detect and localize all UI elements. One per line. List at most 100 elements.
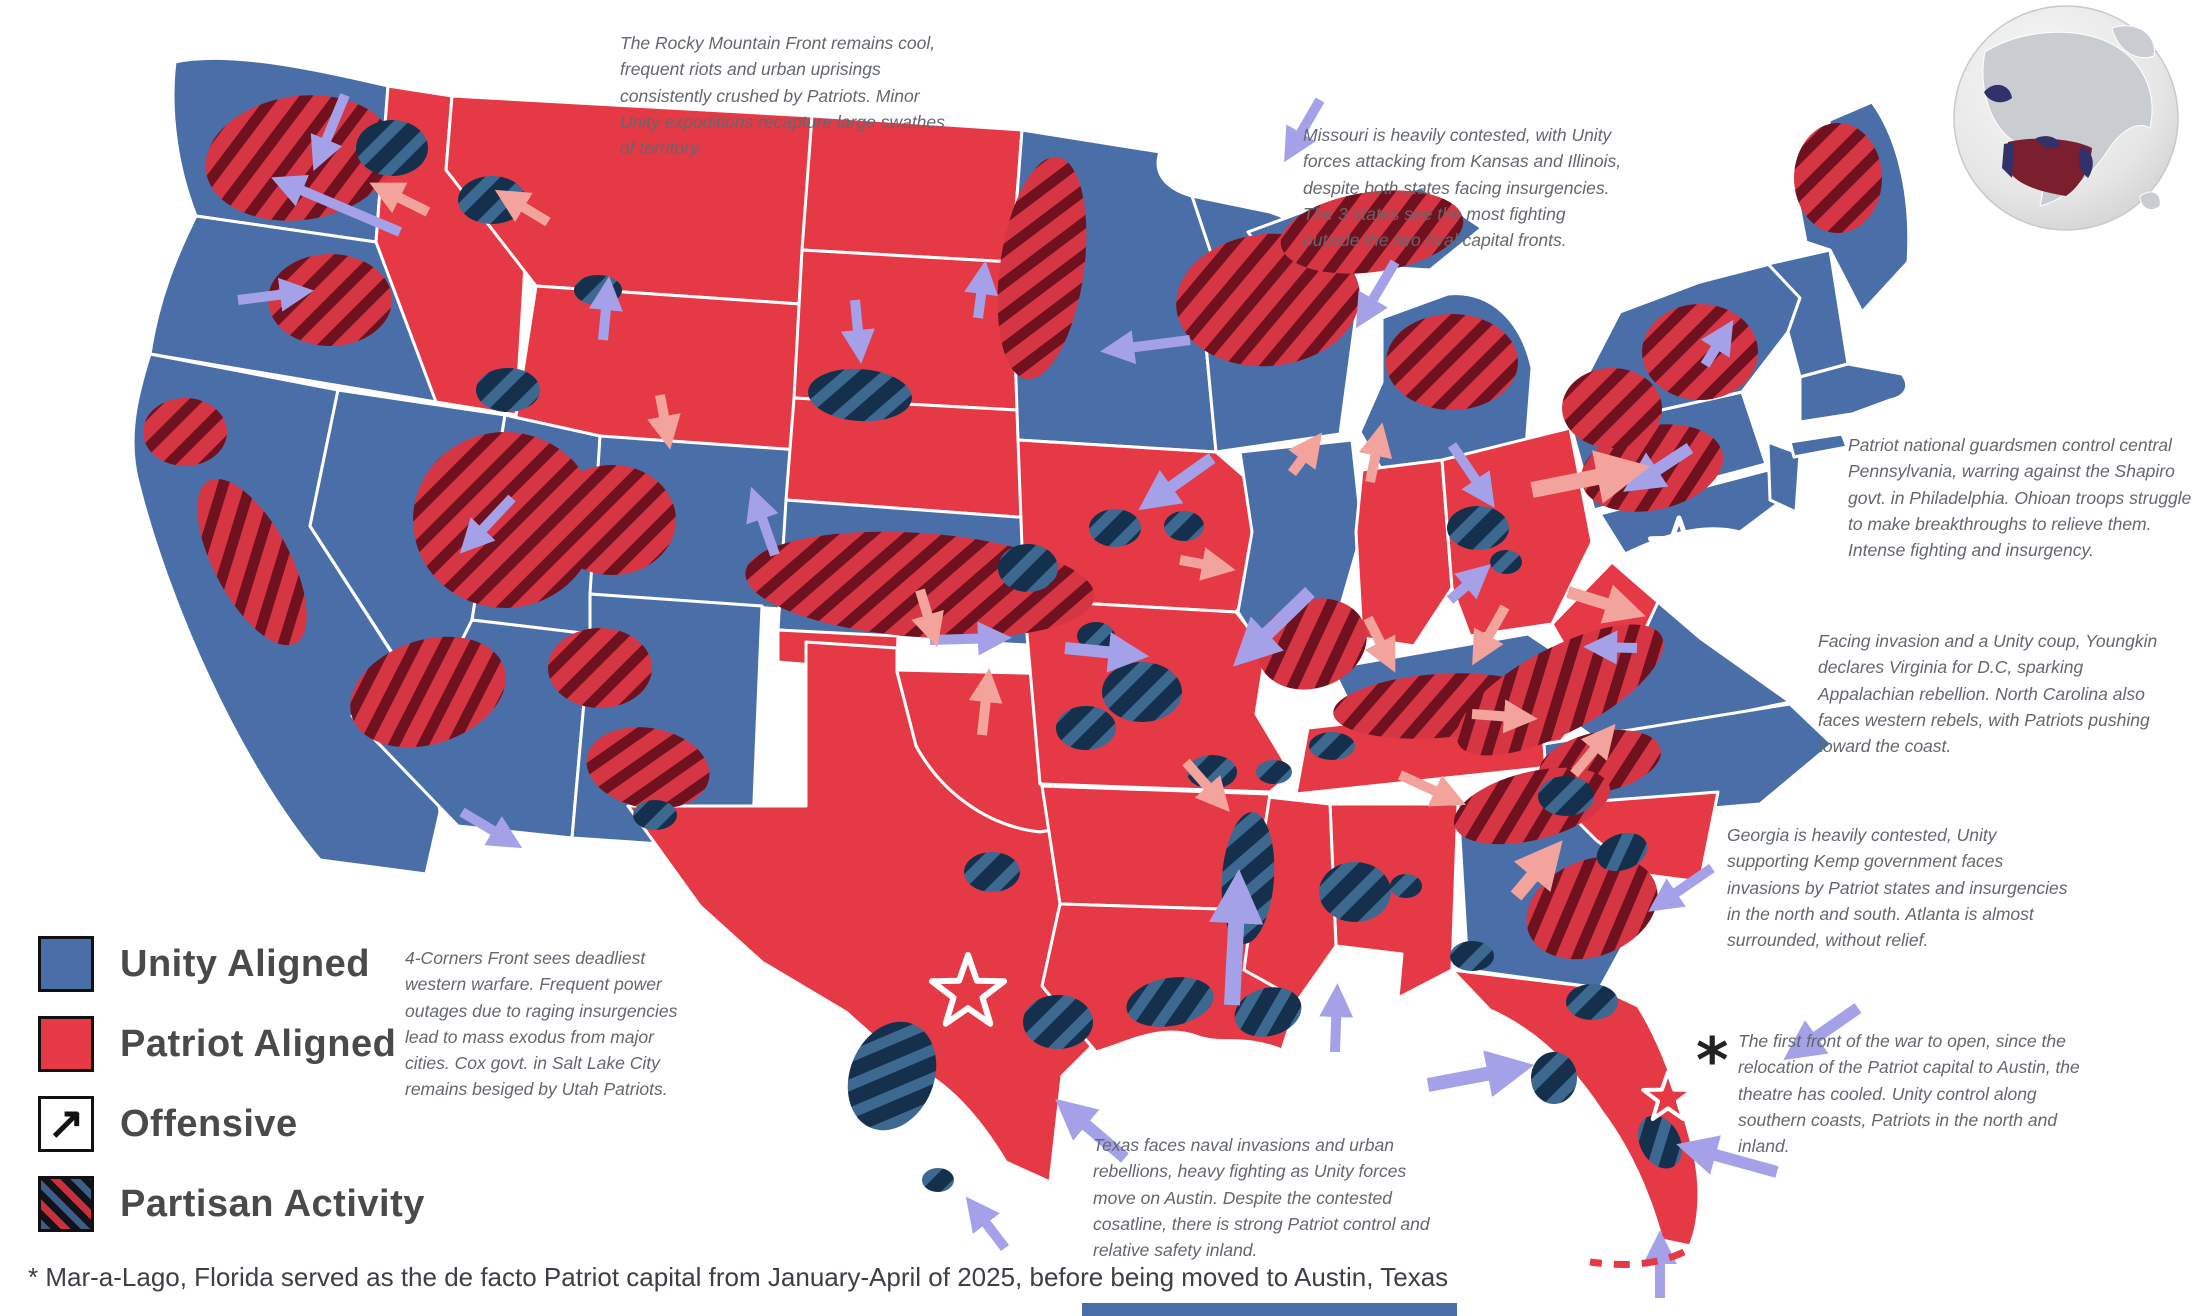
patriot-offensive-arrow [647, 394, 681, 450]
unity-partisan-zone [922, 1168, 954, 1192]
patriot-partisan-zone [268, 254, 392, 346]
unity-partisan-zone [998, 544, 1058, 592]
unity-offensive-arrow [965, 1196, 1009, 1252]
globe-midwest-unity [2036, 136, 2060, 148]
patriot-offensive-arrow [1530, 450, 1651, 504]
unity-offensive-arrow [459, 807, 523, 849]
offensive-arrows-layer [237, 93, 1862, 1298]
globe-east-unity [2078, 146, 2093, 178]
unity-partisan-zone [1256, 760, 1292, 784]
unity-offensive-arrow [588, 276, 623, 341]
unity-partisan-zone [1531, 1052, 1577, 1104]
capitals-layer: * [928, 515, 1728, 1121]
legend-swatch-offensive-arrow-icon: ↗ [38, 1096, 94, 1152]
legend-item-unity: Unity Aligned [38, 936, 425, 992]
patriot-partisan-zone [350, 636, 506, 748]
patriot-offensive-arrow [1472, 604, 1510, 666]
patriot-offensive-arrow [1510, 840, 1563, 901]
austin-capital-star [928, 952, 1008, 1027]
state-li [1788, 432, 1849, 459]
unity-offensive-arrow [1446, 564, 1491, 604]
patriot-offensive-arrow [369, 182, 431, 217]
unity-offensive-arrow [310, 93, 350, 171]
legend-swatch-unity [38, 936, 94, 992]
patriot-offensive-arrow [1179, 547, 1236, 581]
florida-keys [1589, 1248, 1686, 1268]
unity-offensive-arrow [1648, 863, 1715, 912]
patriot-offensive-arrow [1182, 758, 1230, 812]
unity-offensive-arrow [1055, 1098, 1129, 1163]
patriot-offensive-arrow [1358, 422, 1393, 484]
annotation-georgia: Georgia is heavily contested, Unity supp… [1727, 825, 2068, 950]
annotation-four-corners: 4-Corners Front sees deadliest western w… [405, 948, 678, 1100]
footnote: * Mar-a-Lago, Florida served as the de f… [28, 1262, 1449, 1292]
patriot-offensive-arrow [494, 189, 551, 227]
mar-a-lago-star [1641, 1070, 1695, 1121]
unity-offensive-arrow [1233, 586, 1315, 667]
legend-label-patriot: Patriot Aligned [120, 1022, 397, 1065]
unity-partisan-zone [1023, 995, 1093, 1049]
unity-partisan-zone [1234, 987, 1302, 1037]
state-ma [1798, 362, 1909, 424]
patriot-offensive-arrow [1566, 584, 1646, 624]
globe-alaska-unity [1984, 84, 2012, 103]
patriot-partisan-zone [413, 432, 597, 608]
patriot-partisan-zone [1794, 123, 1882, 233]
unity-offensive-arrow [1100, 330, 1191, 365]
globe-west-coast-unity [2002, 142, 2014, 178]
unity-offensive-arrow [1447, 442, 1495, 508]
unity-partisan-zone [1089, 509, 1141, 547]
legend-item-partisan: Partisan Activity [38, 1176, 425, 1232]
patriot-partisan-zone [1642, 304, 1758, 400]
legend-label-offensive: Offensive [120, 1102, 298, 1145]
patriot-offensive-arrow [1570, 723, 1616, 778]
patriot-offensive-arrow [1397, 770, 1466, 807]
mar-a-lago-asterisk: * [1696, 1024, 1728, 1097]
annotation-missouri: Missouri is heavily contested, with Unit… [1303, 125, 1622, 250]
patriot-partisan-zone [1280, 190, 1464, 274]
bottom-edge-artifact [1082, 1303, 1457, 1316]
globe-us-patriot-region [2008, 138, 2092, 196]
unity-offensive-arrow [1676, 1135, 1779, 1178]
patriot-offensive-arrow [1363, 615, 1396, 673]
unity-partisan-zone [1490, 550, 1522, 574]
map-legend: Unity Aligned Patriot Aligned ↗ Offensive Pa… [38, 936, 425, 1232]
unity-offensive-arrow [1319, 983, 1354, 1053]
unity-offensive-arrow [1783, 1003, 1862, 1061]
unity-offensive-arrow [1064, 632, 1150, 673]
unity-offensive-arrow [1583, 630, 1638, 665]
unity-offensive-arrow [1700, 319, 1734, 368]
unity-partisan-zone [1566, 984, 1618, 1020]
patriot-offensive-arrow [911, 588, 944, 648]
patriot-partisan-zone [548, 628, 652, 708]
unity-partisan-zone [476, 368, 540, 412]
unity-partisan-zone [1164, 511, 1204, 541]
dc-capital-star [1648, 515, 1710, 575]
map-extras [1082, 1248, 1686, 1316]
unity-offensive-arrow [746, 486, 780, 557]
annotation-florida: The first front of the war to open, sinc… [1738, 1031, 2080, 1156]
globe-north-america [1982, 31, 2153, 207]
globe-greenland [2111, 25, 2155, 59]
annotation-rocky-mountain: The Rocky Mountain Front remains cool, f… [620, 33, 945, 158]
patriot-partisan-zone [1386, 314, 1518, 410]
unity-partisan-zone [1596, 832, 1648, 872]
legend-item-patriot: Patriot Aligned [38, 1016, 425, 1072]
patriot-partisan-zone [197, 478, 307, 646]
unity-partisan-zone [1450, 941, 1494, 971]
patriot-partisan-zone [143, 398, 227, 466]
legend-label-unity: Unity Aligned [120, 942, 370, 985]
unity-partisan-zone [1637, 1115, 1683, 1169]
unity-partisan-zone [1319, 862, 1391, 922]
unity-offensive-arrow [271, 174, 402, 237]
unity-partisan-zone [847, 1021, 937, 1131]
patriot-offensive-arrow [968, 668, 1003, 736]
unity-partisan-zone [1102, 662, 1182, 722]
unity-partisan-zone [1309, 732, 1355, 760]
annotation-texas: Texas faces naval invasions and urban re… [1093, 1135, 1430, 1260]
legend-item-offensive: ↗ Offensive [38, 1096, 425, 1152]
unity-partisan-zone [1447, 506, 1509, 550]
state-md [1598, 468, 1782, 556]
